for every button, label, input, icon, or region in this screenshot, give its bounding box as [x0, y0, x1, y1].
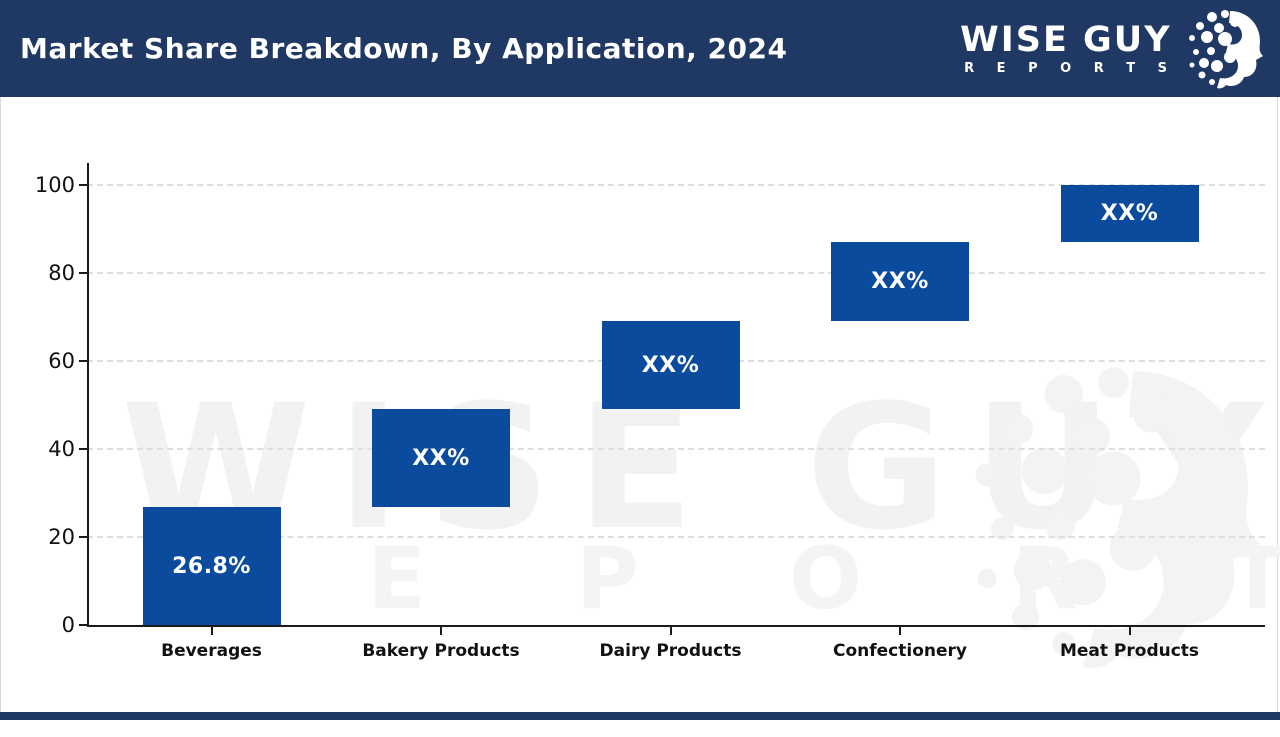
y-tick-label-40: 40: [48, 437, 75, 461]
y-tick-0: [79, 624, 87, 626]
gridline-40: [87, 448, 1265, 450]
x-axis-line: [87, 625, 1265, 627]
bar-beverages: 26.8%: [142, 507, 281, 625]
y-tick-label-80: 80: [48, 261, 75, 285]
header-bar: Market Share Breakdown, By Application, …: [0, 0, 1280, 97]
y-tick-label-100: 100: [34, 173, 75, 197]
x-tick-label-3: Confectionery: [833, 641, 967, 661]
brand-subname: R E P O R T S: [964, 60, 1176, 76]
bar-value-label: 26.8%: [172, 553, 251, 579]
y-tick-label-20: 20: [48, 525, 75, 549]
bar-confectionery: XX%: [831, 242, 969, 322]
bar-value-label: XX%: [871, 269, 929, 295]
x-tick-label-2: Dairy Products: [599, 641, 742, 661]
chart-title: Market Share Breakdown, By Application, …: [20, 32, 788, 65]
bar-meat-products: XX%: [1060, 185, 1199, 243]
footer-bar: [0, 712, 1280, 720]
watermark-face-icon: [975, 367, 1260, 669]
x-tick-1: [440, 627, 442, 635]
x-tick-label-4: Meat Products: [1059, 641, 1200, 661]
bar-value-label: XX%: [641, 352, 700, 378]
brand-logo-text: WISE GUY R E P O R T S: [960, 19, 1176, 76]
y-axis-line: [87, 163, 89, 627]
gridline-80: [87, 272, 1265, 274]
y-tick-80: [79, 272, 87, 274]
y-tick-label-0: 0: [61, 613, 75, 637]
brand-logo: WISE GUY R E P O R T S: [960, 8, 1266, 90]
bar-bakery-products: XX%: [372, 409, 510, 508]
y-tick-40: [79, 448, 87, 450]
y-tick-label-60: 60: [48, 349, 75, 373]
y-tick-100: [79, 184, 87, 186]
x-tick-4: [1128, 627, 1131, 635]
y-tick-60: [79, 360, 87, 362]
brand-face-icon: [1189, 9, 1263, 88]
x-tick-3: [899, 627, 901, 635]
y-tick-20: [79, 536, 87, 538]
x-tick-0: [210, 627, 213, 635]
x-tick-label-1: Bakery Products: [362, 641, 520, 661]
bar-dairy-products: XX%: [601, 321, 740, 410]
gridline-20: [87, 536, 1265, 538]
x-tick-label-0: Beverages: [161, 641, 262, 661]
brand-name: WISE GUY: [960, 19, 1172, 60]
bar-value-label: XX%: [412, 445, 470, 471]
bar-value-label: XX%: [1100, 201, 1159, 227]
gridline-100: [87, 184, 1265, 186]
x-tick-2: [669, 627, 672, 635]
